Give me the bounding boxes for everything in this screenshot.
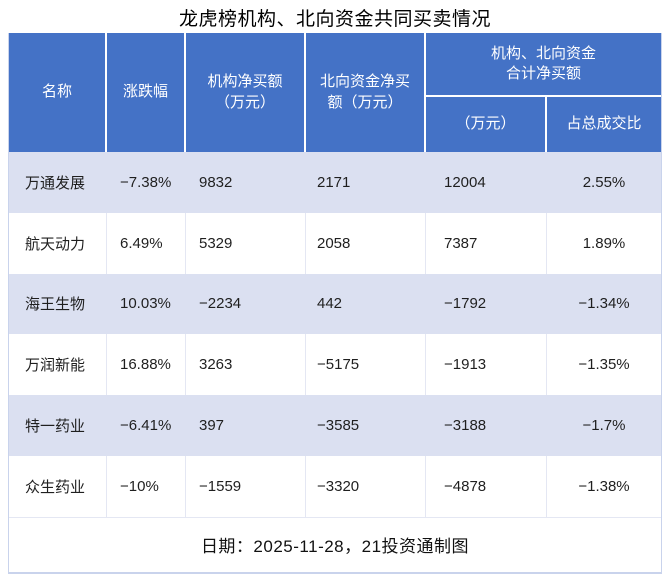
cell-change: −6.41% — [107, 395, 186, 456]
header-name: 名称 — [9, 33, 107, 152]
cell-north: −3320 — [306, 455, 426, 517]
table-row: 万润新能 16.88% 3263 −5175 −1913 −1.35% — [9, 334, 661, 396]
cell-change: 16.88% — [107, 334, 186, 396]
cell-name: 海王生物 — [9, 273, 107, 335]
cell-total: 7387 — [426, 212, 547, 274]
cell-ratio: 2.55% — [582, 173, 626, 191]
table-header: 名称 涨跌幅 机构净买额 （万元） 北向资金净买 额（万元） 机构、北向资金 合… — [9, 33, 661, 152]
cell-ratio: −1.35% — [578, 356, 630, 374]
cell-change: −7.38% — [107, 152, 186, 213]
cell-inst: 5329 — [186, 212, 306, 274]
table-row: 海王生物 10.03% −2234 442 −1792 −1.34% — [9, 273, 661, 335]
header-change: 涨跌幅 — [107, 33, 186, 152]
header-combined-ratio: 占总成交比 — [566, 115, 642, 133]
header-north-net: 北向资金净买 额（万元） — [306, 33, 426, 152]
cell-inst: 397 — [186, 395, 306, 456]
header-combined-amount: （万元） — [426, 97, 547, 152]
cell-inst: −1559 — [186, 455, 306, 517]
cell-change: −10% — [107, 455, 186, 517]
cell-north: 2171 — [306, 152, 426, 213]
chart-title: 龙虎榜机构、北向资金共同买卖情况 — [178, 9, 491, 30]
cell-name: 特一药业 — [9, 395, 107, 456]
cell-ratio: −1.38% — [578, 477, 630, 495]
cell-total: −3188 — [426, 395, 547, 456]
cell-name: 万通发展 — [9, 152, 107, 213]
cell-ratio: −1.34% — [578, 295, 630, 313]
table-row: 特一药业 −6.41% 397 −3585 −3188 −1.7% — [9, 395, 661, 456]
cell-inst: 9832 — [186, 152, 306, 213]
table-row: 航天动力 6.49% 5329 2058 7387 1.89% — [9, 212, 661, 274]
cell-inst: −2234 — [186, 273, 306, 335]
header-inst-net: 机构净买额 （万元） — [186, 33, 306, 152]
data-table: 名称 涨跌幅 机构净买额 （万元） 北向资金净买 额（万元） 机构、北向资金 合… — [8, 33, 662, 574]
cell-ratio: 1.89% — [582, 234, 626, 252]
header-combined-group: 机构、北向资金 合计净买额 — [426, 33, 661, 97]
cell-north: 2058 — [306, 212, 426, 274]
cell-north: −3585 — [306, 395, 426, 456]
table-row: 众生药业 −10% −1559 −3320 −4878 −1.38% — [9, 455, 661, 517]
cell-total: 12004 — [426, 152, 547, 213]
cell-name: 万润新能 — [9, 334, 107, 396]
cell-name: 众生药业 — [9, 455, 107, 517]
cell-ratio: −1.7% — [582, 417, 626, 435]
source-footnote: 日期：2025-11-28，21投资通制图 — [9, 516, 661, 572]
cell-change: 10.03% — [107, 273, 186, 335]
cell-north: 442 — [306, 273, 426, 335]
cell-total: −4878 — [426, 455, 547, 517]
cell-name: 航天动力 — [9, 212, 107, 274]
table-row: 万通发展 −7.38% 9832 2171 12004 2.55% — [9, 152, 661, 213]
cell-change: 6.49% — [107, 212, 186, 274]
cell-north: −5175 — [306, 334, 426, 396]
cell-total: −1913 — [426, 334, 547, 396]
cell-total: −1792 — [426, 273, 547, 335]
cell-inst: 3263 — [186, 334, 306, 396]
